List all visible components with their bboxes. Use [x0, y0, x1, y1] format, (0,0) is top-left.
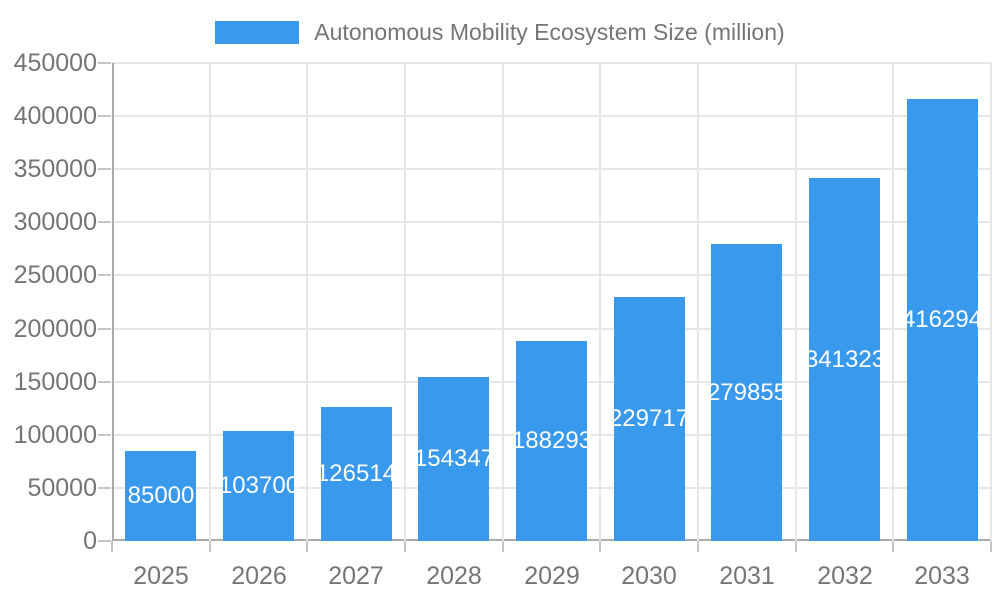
bar-value-label: 416294 — [901, 306, 983, 333]
bar-value-label: 229717 — [608, 405, 690, 432]
gridline-vertical — [795, 63, 797, 541]
y-axis-line — [112, 63, 114, 541]
legend: Autonomous Mobility Ecosystem Size (mill… — [0, 19, 1000, 45]
y-axis-tick — [98, 434, 111, 436]
legend-swatch — [215, 21, 300, 44]
x-axis-tick-label: 2032 — [817, 562, 873, 590]
x-axis-tick-label: 2029 — [524, 562, 580, 590]
bar-value-label: 103700 — [218, 472, 300, 499]
y-axis-tick-label: 250000 — [13, 261, 97, 289]
bar-2032 — [809, 178, 880, 541]
gridline-vertical — [502, 63, 504, 541]
bar-value-label: 341323 — [804, 346, 886, 373]
y-axis-tick — [98, 274, 111, 276]
gridline-vertical — [209, 63, 211, 541]
x-axis-tick-label: 2026 — [231, 562, 287, 590]
y-axis-tick — [98, 221, 111, 223]
bar-2031 — [711, 244, 782, 541]
x-axis-tick-label: 2031 — [719, 562, 775, 590]
x-axis-tick — [502, 541, 504, 552]
bar-value-label: 126514 — [315, 460, 397, 487]
gridline-vertical — [892, 63, 894, 541]
gridline-horizontal — [112, 221, 991, 223]
gridline-vertical — [599, 63, 601, 541]
y-axis-tick — [98, 168, 111, 170]
y-axis-tick-label: 350000 — [13, 155, 97, 183]
y-axis-tick — [98, 487, 111, 489]
y-axis-tick — [98, 381, 111, 383]
y-axis-tick-label: 200000 — [13, 315, 97, 343]
y-axis-tick-label: 0 — [83, 527, 97, 555]
bar-value-label: 279855 — [706, 379, 788, 406]
bar-value-label: 85000 — [127, 482, 195, 509]
x-axis-tick — [209, 541, 211, 552]
gridline-horizontal — [112, 328, 991, 330]
gridline-vertical — [404, 63, 406, 541]
gridline-vertical — [697, 63, 699, 541]
gridline-horizontal — [112, 62, 991, 64]
x-axis-tick — [404, 541, 406, 552]
bar-2026 — [223, 431, 294, 541]
gridline-horizontal — [112, 168, 991, 170]
x-axis-tick-label: 2025 — [133, 562, 189, 590]
y-axis-tick — [98, 62, 111, 64]
gridline-horizontal — [112, 274, 991, 276]
bar-2033 — [907, 99, 978, 541]
y-axis-tick — [98, 115, 111, 117]
legend-label: Autonomous Mobility Ecosystem Size (mill… — [314, 19, 785, 45]
x-axis-tick — [697, 541, 699, 552]
bar-2028 — [418, 377, 489, 541]
x-axis-tick — [111, 541, 113, 552]
bar-2027 — [321, 407, 392, 541]
y-axis-tick-label: 50000 — [27, 474, 97, 502]
x-axis-tick — [892, 541, 894, 552]
x-axis-tick-label: 2028 — [426, 562, 482, 590]
x-axis-tick — [306, 541, 308, 552]
y-axis-tick-label: 300000 — [13, 208, 97, 236]
bar-2029 — [516, 341, 587, 541]
x-axis-tick — [990, 541, 992, 552]
x-axis-tick — [795, 541, 797, 552]
y-axis-tick — [98, 540, 111, 542]
gridline-vertical — [990, 63, 992, 541]
bar-2030 — [614, 297, 685, 541]
x-axis-tick — [599, 541, 601, 552]
x-axis-tick-label: 2033 — [914, 562, 970, 590]
y-axis-tick-label: 450000 — [13, 49, 97, 77]
y-axis-tick-label: 400000 — [13, 102, 97, 130]
y-axis-tick-label: 100000 — [13, 421, 97, 449]
x-axis-tick-label: 2030 — [621, 562, 677, 590]
x-axis-tick-label: 2027 — [328, 562, 384, 590]
gridline-vertical — [306, 63, 308, 541]
y-axis-tick-label: 150000 — [13, 368, 97, 396]
plot-area: 85000 103700 126514 154347 188293 229717 27985… — [112, 62, 992, 541]
bar-value-label: 154347 — [413, 445, 495, 472]
y-axis-tick — [98, 328, 111, 330]
gridline-horizontal — [112, 115, 991, 117]
bar-value-label: 188293 — [511, 427, 593, 454]
bar-2025 — [125, 451, 196, 541]
